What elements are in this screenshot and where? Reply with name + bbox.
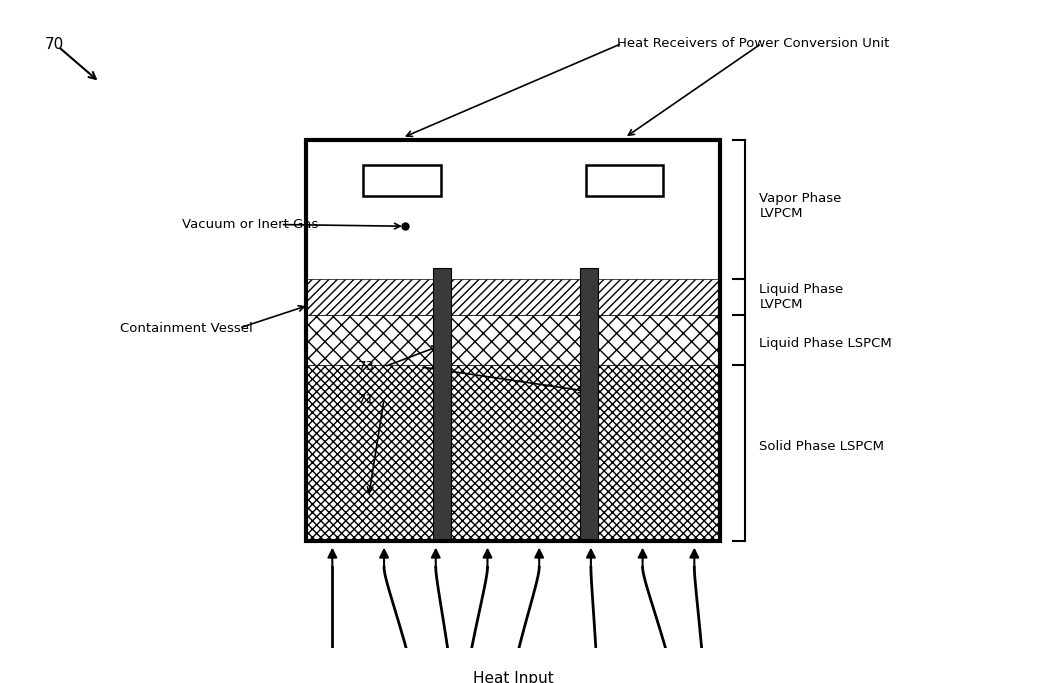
Text: Heat Receivers of Power Conversion Unit: Heat Receivers of Power Conversion Unit — [617, 37, 889, 50]
Bar — [307, 141, 720, 542]
Bar — [307, 365, 720, 542]
Text: Heat Input: Heat Input — [473, 671, 554, 683]
Text: Vacuum or Inert Gas: Vacuum or Inert Gas — [183, 218, 318, 231]
Bar — [307, 315, 720, 365]
Text: Liquid Phase
LVPCM: Liquid Phase LVPCM — [759, 283, 844, 311]
Bar — [432, 268, 451, 542]
Bar — [307, 279, 720, 315]
Bar — [586, 165, 664, 197]
Text: Containment Vessel: Containment Vessel — [120, 322, 253, 335]
Text: 73: 73 — [358, 361, 375, 374]
Bar — [580, 268, 598, 542]
Text: 70: 70 — [45, 37, 64, 52]
Text: Liquid Phase LSPCM: Liquid Phase LSPCM — [759, 337, 892, 350]
Text: Solid Phase LSPCM: Solid Phase LSPCM — [759, 441, 885, 454]
Bar — [363, 165, 441, 197]
Bar — [307, 141, 720, 279]
Text: Vapor Phase
LVPCM: Vapor Phase LVPCM — [759, 193, 842, 221]
Text: 71: 71 — [358, 393, 375, 406]
